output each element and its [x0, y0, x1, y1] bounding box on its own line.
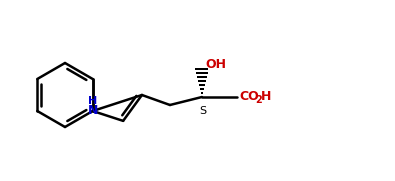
Text: H: H	[261, 90, 271, 104]
Text: S: S	[199, 106, 207, 116]
Text: N: N	[88, 104, 98, 117]
Text: 2: 2	[255, 95, 262, 105]
Text: OH: OH	[205, 58, 226, 71]
Text: H: H	[88, 96, 97, 106]
Text: CO: CO	[239, 90, 259, 104]
